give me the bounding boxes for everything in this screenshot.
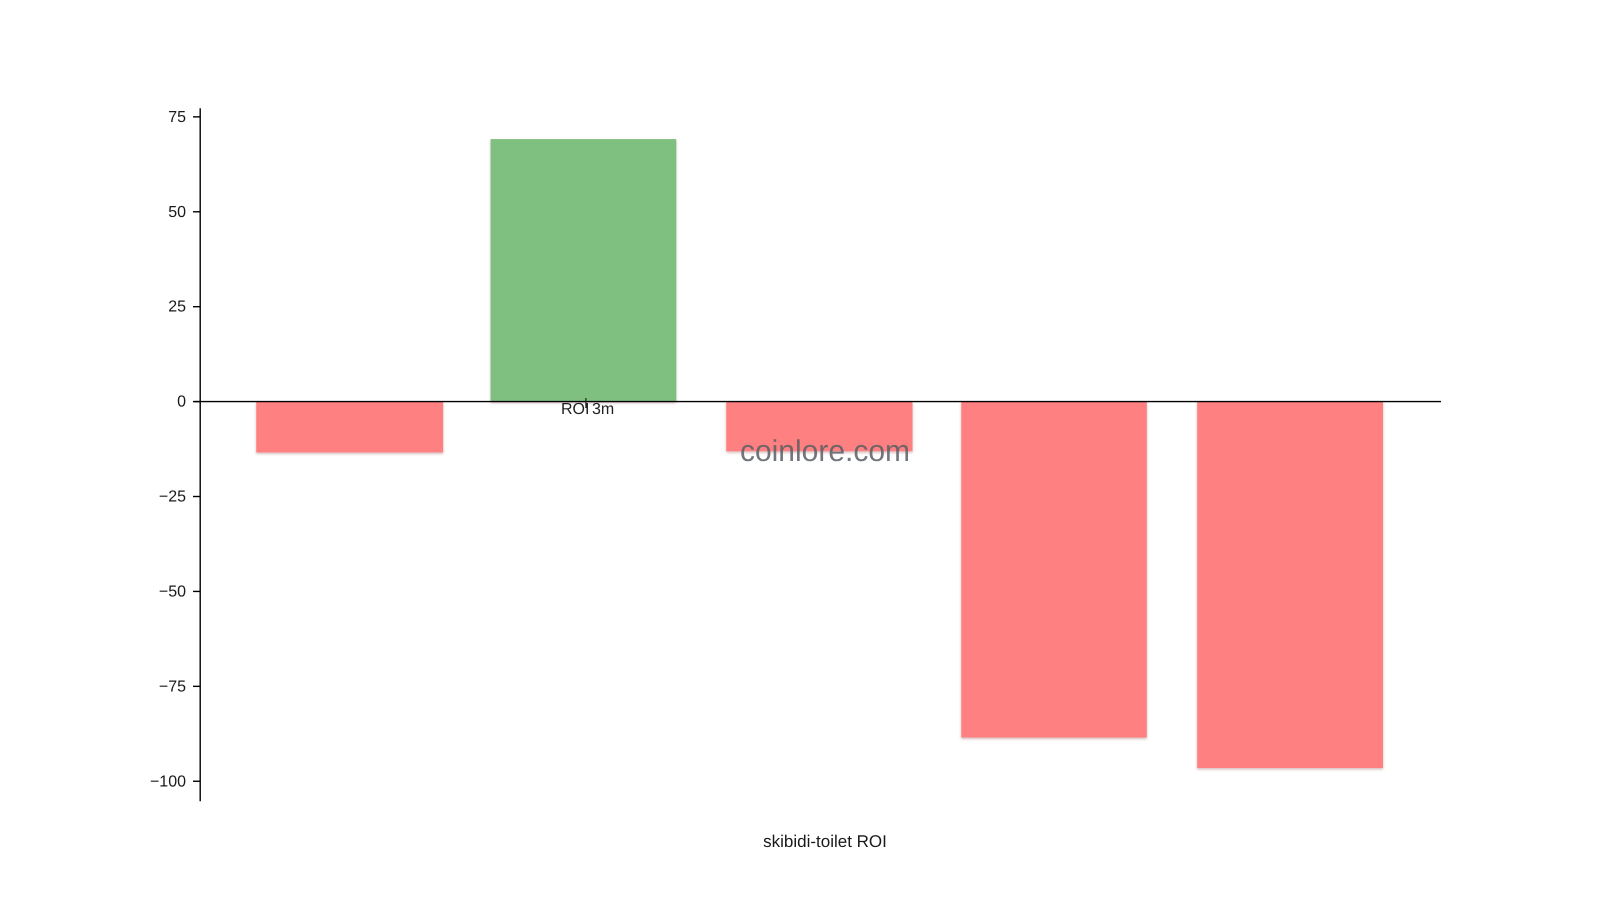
svg-text:0: 0 bbox=[177, 394, 186, 411]
svg-text:−75: −75 bbox=[159, 678, 186, 695]
svg-text:50: 50 bbox=[168, 204, 186, 221]
svg-text:ROI: ROI bbox=[561, 401, 589, 418]
svg-text:coinlore.com: coinlore.com bbox=[740, 435, 910, 468]
svg-text:−100: −100 bbox=[150, 773, 186, 790]
svg-text:−25: −25 bbox=[159, 489, 186, 506]
svg-text:75: 75 bbox=[168, 109, 186, 126]
svg-text:skibidi-toilet ROI: skibidi-toilet ROI bbox=[763, 832, 887, 851]
svg-text:3m: 3m bbox=[592, 401, 614, 418]
svg-text:−50: −50 bbox=[159, 583, 186, 600]
svg-text:25: 25 bbox=[168, 299, 186, 316]
